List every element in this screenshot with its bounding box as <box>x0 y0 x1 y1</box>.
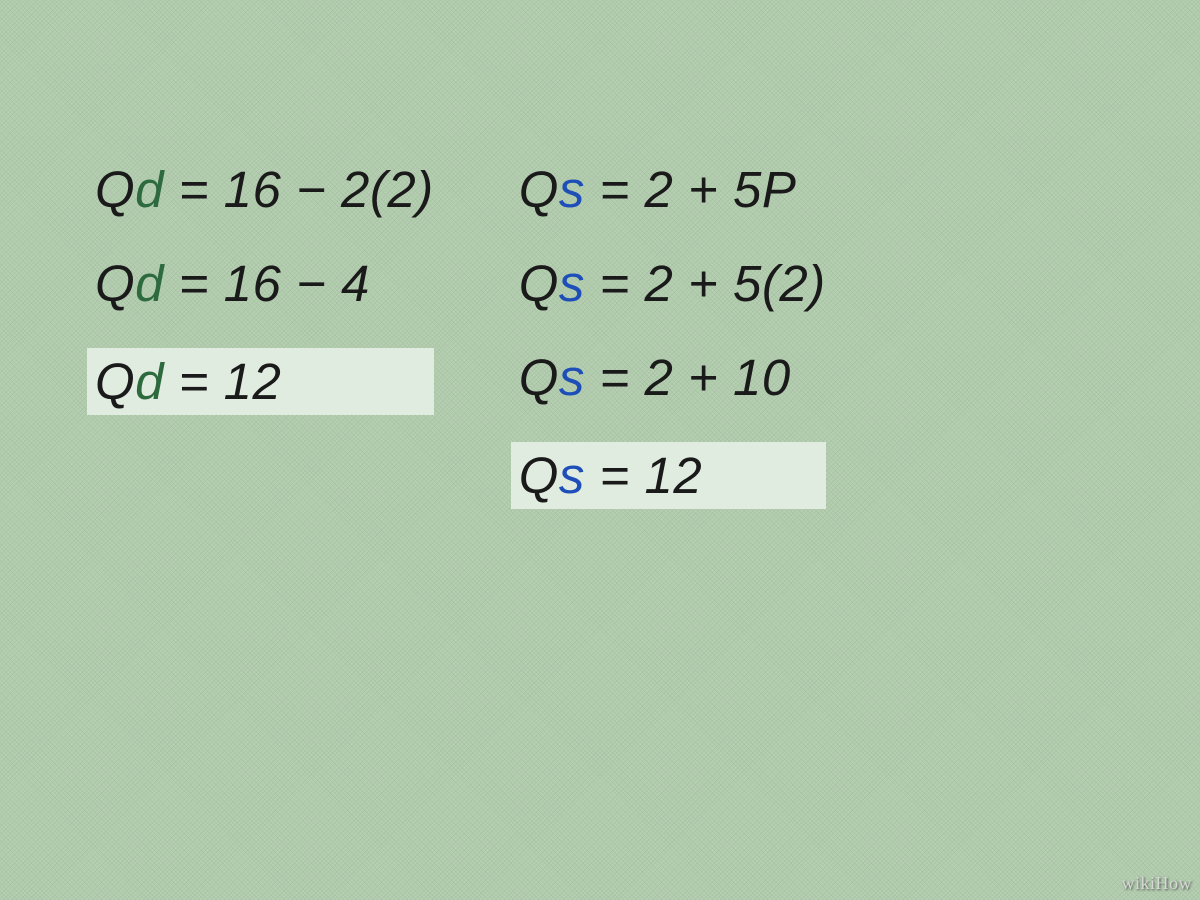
s-suffix: s <box>559 161 585 218</box>
d-suffix: d <box>135 353 164 410</box>
demand-column: Qd = 16 − 2(2) Qd = 16 − 4 Qd = 12 <box>95 160 434 509</box>
equation-rhs: = 12 <box>585 447 702 504</box>
equation-rhs: = 2 + 5(2) <box>585 255 826 312</box>
q-prefix: Q <box>519 161 559 218</box>
q-prefix: Q <box>519 255 559 312</box>
q-prefix: Q <box>95 161 135 218</box>
q-prefix: Q <box>95 353 135 410</box>
demand-equation-1: Qd = 16 − 2(2) <box>95 160 434 219</box>
q-prefix: Q <box>95 255 135 312</box>
q-prefix: Q <box>519 349 559 406</box>
supply-equation-3: Qs = 2 + 10 <box>519 348 826 407</box>
equation-rhs: = 16 − 4 <box>164 255 370 312</box>
equation-rhs: = 16 − 2(2) <box>164 161 434 218</box>
supply-equation-1: Qs = 2 + 5P <box>519 160 826 219</box>
watermark: wikiHow <box>1122 873 1193 894</box>
s-suffix: s <box>559 447 585 504</box>
supply-column: Qs = 2 + 5P Qs = 2 + 5(2) Qs = 2 + 10 Qs… <box>519 160 826 509</box>
s-suffix: s <box>559 255 585 312</box>
supply-equation-result: Qs = 12 <box>511 442 826 509</box>
d-suffix: d <box>135 161 164 218</box>
d-suffix: d <box>135 255 164 312</box>
demand-equation-result: Qd = 12 <box>87 348 434 415</box>
demand-equation-2: Qd = 16 − 4 <box>95 254 434 313</box>
equation-rhs: = 2 + 5P <box>585 161 797 218</box>
equation-rhs: = 12 <box>164 353 281 410</box>
s-suffix: s <box>559 349 585 406</box>
q-prefix: Q <box>519 447 559 504</box>
equations-container: Qd = 16 − 2(2) Qd = 16 − 4 Qd = 12 Qs = … <box>95 160 1140 509</box>
supply-equation-2: Qs = 2 + 5(2) <box>519 254 826 313</box>
equation-rhs: = 2 + 10 <box>585 349 791 406</box>
